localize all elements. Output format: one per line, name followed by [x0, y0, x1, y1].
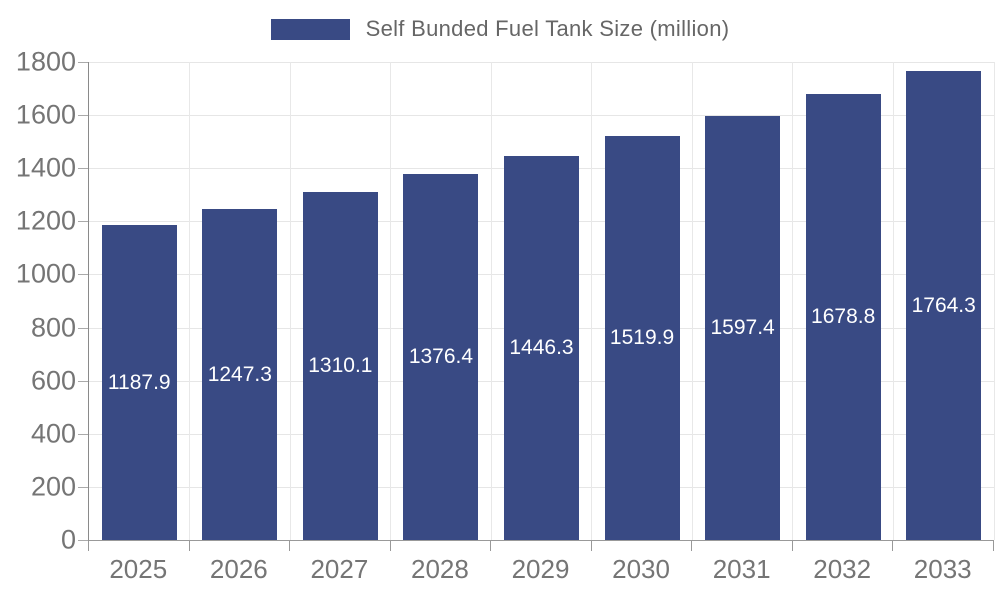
x-gridline [189, 62, 191, 540]
legend-swatch [270, 18, 350, 40]
y-gridline [89, 62, 994, 63]
y-axis-tick-label: 1600 [15, 99, 76, 130]
bar-2030: 1519.9 [604, 136, 680, 540]
y-axis-tick-label: 0 [60, 524, 76, 555]
bar-2029: 1446.3 [504, 156, 579, 540]
y-tick-mark [78, 380, 88, 382]
legend: Self Bunded Fuel Tank Size (million) [0, 16, 1000, 42]
x-tick-mark [88, 541, 89, 551]
bar-2033: 1764.3 [906, 71, 982, 540]
bar-value-label: 1678.8 [811, 305, 876, 328]
bar-2028: 1376.4 [403, 174, 479, 540]
x-gridline [490, 62, 492, 540]
x-tick-mark [590, 541, 592, 551]
x-axis-tick-label: 2026 [209, 554, 268, 584]
x-gridline [390, 62, 392, 540]
x-tick-mark [188, 541, 190, 551]
y-axis-tick-label: 800 [30, 312, 76, 343]
y-axis-tick-label: 400 [30, 418, 76, 449]
bar-2026: 1247.3 [202, 209, 278, 540]
y-tick-mark [78, 486, 88, 488]
x-gridline [892, 62, 894, 540]
y-tick-mark [78, 274, 88, 276]
legend-label: Self Bunded Fuel Tank Size (million) [365, 16, 730, 41]
bar-2027: 1310.1 [302, 192, 378, 540]
y-tick-mark [78, 221, 88, 223]
y-axis-tick-label: 1000 [15, 258, 76, 289]
x-tick-mark [289, 541, 291, 551]
x-gridline [792, 62, 794, 540]
bar-value-label: 1376.4 [408, 345, 474, 368]
y-tick-mark [78, 62, 88, 63]
bar-value-label: 1519.9 [609, 326, 675, 349]
x-axis-tick-label: 2031 [712, 554, 771, 584]
x-axis-tick-label: 2030 [612, 554, 670, 584]
x-axis-tick-label: 2033 [913, 554, 972, 584]
x-axis-tick-label: 2032 [813, 554, 872, 584]
y-tick-mark [78, 327, 88, 329]
x-gridline [993, 62, 995, 540]
y-tick-mark [78, 168, 88, 170]
bar-value-label: 1310.1 [308, 354, 373, 377]
bar-2031: 1597.4 [705, 116, 781, 540]
x-axis-tick-label: 2025 [109, 554, 168, 584]
x-axis-tick-label: 2028 [411, 554, 469, 584]
y-axis-tick-label: 1800 [15, 46, 76, 77]
plot-area: 1187.9 1247.3 1310.1 1376.4 1446.3 1519.9 1597… [88, 62, 995, 541]
x-tick-mark [993, 541, 994, 551]
x-axis-tick-label: 2029 [511, 554, 570, 584]
x-tick-mark [389, 541, 391, 551]
bar-value-label: 1247.3 [207, 362, 272, 386]
y-axis-tick-label: 200 [30, 471, 76, 502]
y-axis-tick-label: 1400 [15, 152, 76, 183]
bar-2032: 1678.8 [805, 94, 881, 540]
y-tick-mark [78, 115, 88, 117]
y-axis-tick-label: 600 [30, 365, 76, 396]
x-tick-mark [892, 541, 894, 551]
bar-value-label: 1446.3 [509, 336, 574, 359]
x-gridline [691, 62, 693, 540]
bar-value-label: 1764.3 [911, 293, 976, 317]
y-axis-tick-label: 1200 [15, 205, 76, 236]
x-gridline [591, 62, 593, 540]
bar-2025: 1187.9 [101, 225, 177, 540]
y-gridline [89, 115, 994, 117]
bar-value-label: 1597.4 [710, 316, 775, 339]
x-tick-mark [490, 541, 492, 551]
x-tick-mark [691, 541, 693, 551]
bar-value-label: 1187.9 [107, 370, 171, 394]
x-axis-tick-label: 2027 [310, 554, 369, 584]
y-tick-mark [78, 433, 88, 435]
x-tick-mark [791, 541, 793, 551]
y-tick-mark [78, 540, 88, 541]
x-gridline [289, 62, 291, 540]
